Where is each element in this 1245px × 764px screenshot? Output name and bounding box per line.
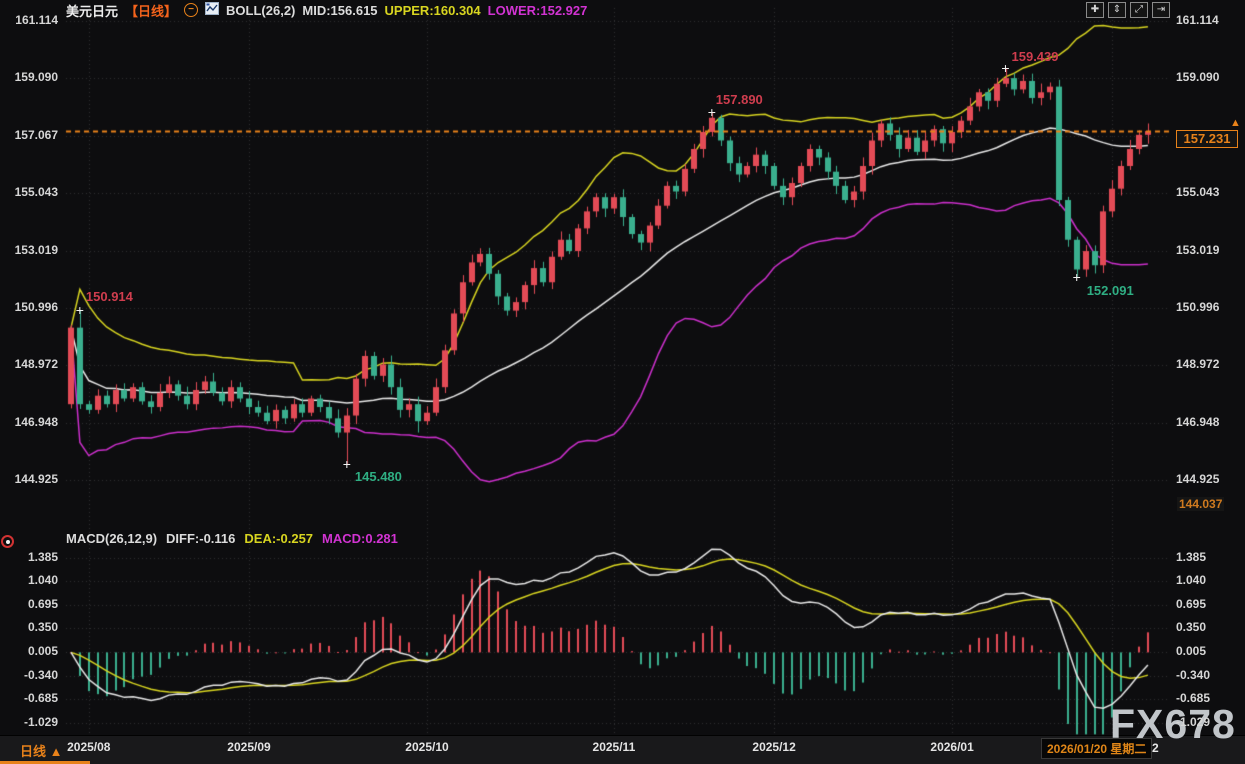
macd-axis-label-left: 1.385 bbox=[27, 549, 58, 564]
macd-label: MACD(26,12,9) bbox=[66, 531, 158, 546]
chart-header: 美元日元 【日线】 − BOLL(26,2) MID:156.615 UPPER… bbox=[66, 2, 588, 19]
symbol-title: 美元日元 bbox=[66, 3, 119, 19]
scale-axis-icon[interactable]: ⤢ bbox=[1130, 2, 1148, 18]
macd-diff-value: DIFF:-0.116 bbox=[166, 531, 236, 546]
chart-toolbar: ✚ ⇕ ⤢ ⇥ bbox=[1086, 2, 1170, 18]
price-axis-label-right: 155.043 bbox=[1176, 185, 1220, 200]
price-axis-label-left: 144.925 bbox=[14, 472, 58, 487]
extreme-cross-marker: + bbox=[1001, 60, 1010, 77]
price-annotation: 150.914 bbox=[85, 289, 133, 305]
price-annotation: 145.480 bbox=[354, 469, 402, 485]
macd-axis-label-right: 1.040 bbox=[1176, 573, 1207, 588]
extreme-cross-marker: + bbox=[75, 302, 84, 319]
covered-axis-label: 2 bbox=[1152, 741, 1159, 755]
macd-axis-label-right: -1.029 bbox=[1176, 714, 1211, 729]
price-axis-label-left: 146.948 bbox=[14, 414, 58, 429]
price-axis-label-left: 159.090 bbox=[14, 70, 58, 85]
price-axis-label-right: 148.972 bbox=[1176, 357, 1220, 372]
boll-lower-value: LOWER:152.927 bbox=[487, 2, 588, 18]
macd-axis-label-left: 0.695 bbox=[27, 596, 58, 611]
price-annotation: 152.091 bbox=[1086, 282, 1134, 298]
macd-axis-label-left: 0.005 bbox=[27, 644, 58, 659]
current-price-badge: 157.231 bbox=[1176, 130, 1238, 148]
crosshair-target-icon[interactable] bbox=[1, 535, 14, 548]
price-axis-label-left: 155.043 bbox=[14, 185, 58, 200]
price-annotation: 159.439 bbox=[1011, 49, 1059, 65]
macd-axis-label-right: 0.695 bbox=[1176, 596, 1207, 611]
price-axis-label-left: 150.996 bbox=[14, 299, 58, 314]
price-axis-label-right: 150.996 bbox=[1176, 299, 1220, 314]
macd-axis-label-left: 1.040 bbox=[27, 573, 58, 588]
price-axis-label-right: 159.090 bbox=[1176, 70, 1220, 85]
marked-level-label: 144.037 bbox=[1177, 497, 1225, 511]
tab-daily-interval[interactable]: 日线 ▲ bbox=[20, 744, 63, 759]
boll-upper-value: UPPER:160.304 bbox=[384, 2, 481, 18]
price-axis-label-left: 157.067 bbox=[14, 127, 58, 142]
goto-latest-icon[interactable]: ⇥ bbox=[1152, 2, 1170, 18]
extreme-cross-marker: + bbox=[707, 104, 716, 121]
time-axis-bar bbox=[0, 735, 1245, 764]
macd-axis-label-left: -0.685 bbox=[23, 691, 58, 706]
tab-active-underline bbox=[0, 761, 90, 764]
fit-vertical-icon[interactable]: ⇕ bbox=[1108, 2, 1126, 18]
macd-axis-label-right: -0.340 bbox=[1176, 667, 1211, 682]
move-icon[interactable]: ✚ bbox=[1086, 2, 1104, 18]
x-axis-month-label: 2025/12 bbox=[752, 740, 796, 754]
price-axis-label-right: 144.925 bbox=[1176, 472, 1220, 487]
x-axis-month-label: 2025/11 bbox=[592, 740, 636, 754]
price-marker-arrow-icon: ▲ bbox=[1230, 117, 1241, 129]
x-axis-month-label: 2026/01 bbox=[930, 740, 974, 754]
macd-macd-value: MACD:0.281 bbox=[322, 531, 398, 546]
x-axis-month-label: 2025/08 bbox=[67, 740, 111, 754]
boll-mid-value: MID:156.615 bbox=[302, 2, 378, 18]
extreme-cross-marker: + bbox=[1072, 268, 1081, 285]
macd-axis-label-right: -0.685 bbox=[1176, 691, 1211, 706]
macd-axis-label-left: 0.350 bbox=[27, 620, 58, 635]
price-axis-label-right: 161.114 bbox=[1176, 13, 1219, 27]
price-axis-label-left: 161.114 bbox=[15, 13, 58, 27]
macd-axis-label-right: 0.005 bbox=[1176, 644, 1207, 659]
price-annotation: 157.890 bbox=[715, 92, 763, 108]
extreme-cross-marker: + bbox=[342, 456, 351, 473]
boll-label: BOLL(26,2) bbox=[226, 2, 296, 18]
macd-axis-label-left: -0.340 bbox=[23, 667, 58, 682]
price-axis-label-right: 153.019 bbox=[1176, 242, 1220, 257]
tab-arrow-icon: ▲ bbox=[49, 744, 63, 759]
collapse-icon[interactable]: − bbox=[184, 3, 199, 17]
macd-dea-value: DEA:-0.257 bbox=[244, 531, 314, 546]
macd-axis-label-right: 0.350 bbox=[1176, 620, 1207, 635]
macd-axis-label-right: 1.385 bbox=[1176, 549, 1207, 564]
selected-date-tooltip: 2026/01/20 星期二 bbox=[1041, 738, 1153, 759]
x-axis-month-label: 2025/10 bbox=[405, 740, 449, 754]
period-tag: 【日线】 bbox=[125, 3, 178, 19]
macd-header: MACD(26,12,9) DIFF:-0.116 DEA:-0.257 MAC… bbox=[66, 531, 398, 546]
x-axis-month-label: 2025/09 bbox=[227, 740, 271, 754]
price-axis-label-left: 153.019 bbox=[14, 242, 58, 257]
price-axis-label-right: 146.948 bbox=[1176, 414, 1220, 429]
price-axis-label-left: 148.972 bbox=[14, 357, 58, 372]
macd-axis-label-left: -1.029 bbox=[23, 714, 58, 729]
candlestick-chart-icon[interactable] bbox=[205, 2, 220, 18]
